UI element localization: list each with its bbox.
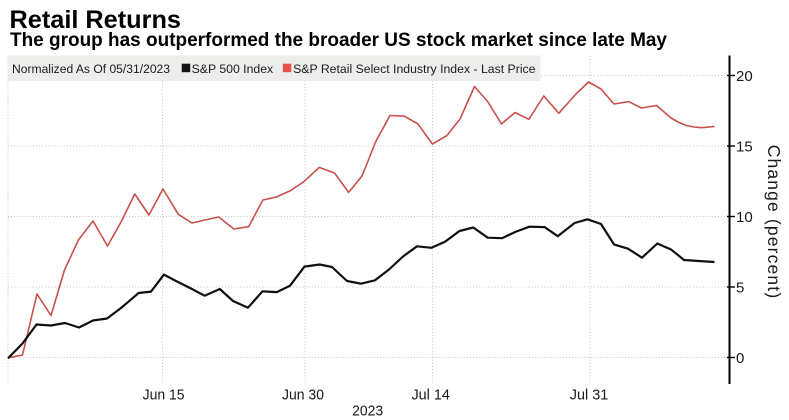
- svg-text:10: 10: [736, 209, 753, 226]
- svg-text:The group has outperformed the: The group has outperformed the broader U…: [10, 29, 667, 51]
- svg-text:Jun 30: Jun 30: [282, 388, 324, 404]
- svg-text:5: 5: [736, 280, 744, 297]
- svg-text:Jul 14: Jul 14: [411, 388, 450, 404]
- svg-text:0: 0: [736, 350, 744, 367]
- svg-text:15: 15: [736, 139, 753, 156]
- svg-text:S&P 500 Index: S&P 500 Index: [192, 62, 274, 76]
- svg-text:Change (percent): Change (percent): [764, 145, 784, 300]
- svg-text:Jun 15: Jun 15: [143, 388, 185, 404]
- svg-text:S&P Retail Select Industry Ind: S&P Retail Select Industry Index - Last …: [293, 62, 536, 76]
- svg-text:Jul 31: Jul 31: [570, 388, 609, 404]
- svg-text:Retail Returns: Retail Returns: [10, 6, 182, 34]
- svg-text:2023: 2023: [352, 404, 383, 420]
- svg-text:20: 20: [736, 68, 753, 85]
- svg-text:Normalized As Of 05/31/2023: Normalized As Of 05/31/2023: [12, 62, 170, 76]
